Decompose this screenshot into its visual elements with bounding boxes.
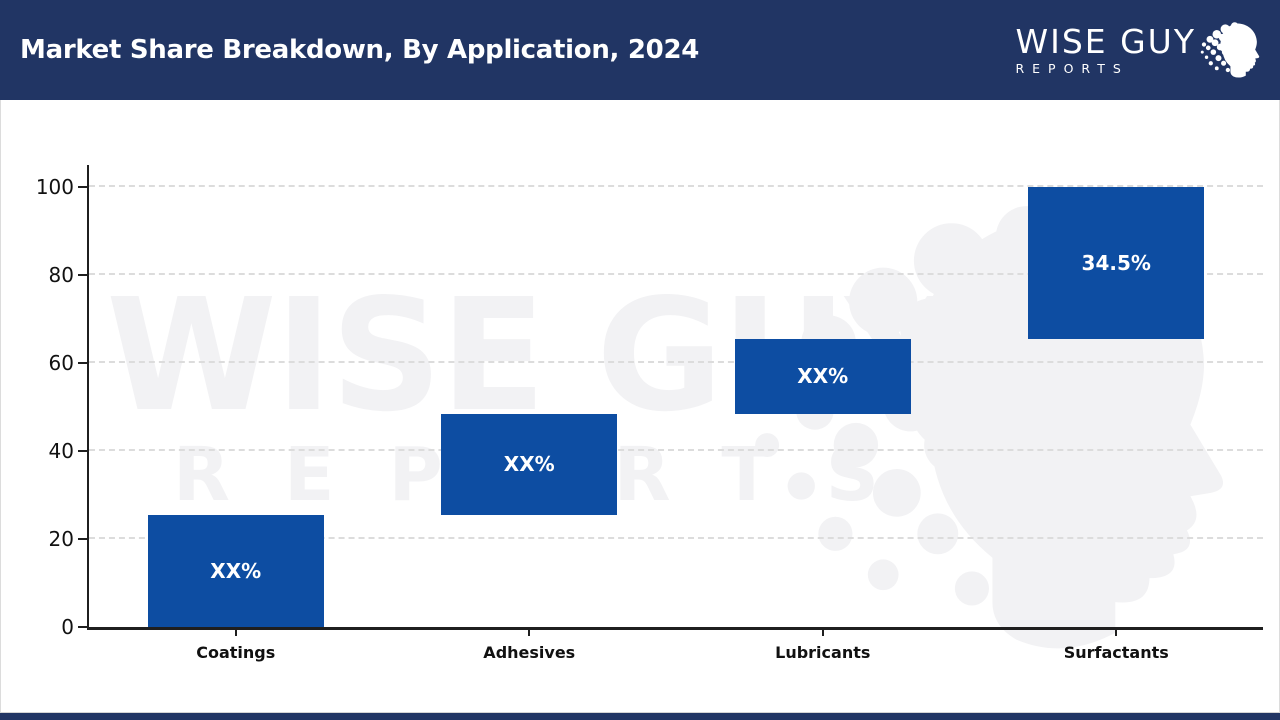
- bar-value-label: 34.5%: [1081, 250, 1151, 275]
- x-category-label: Lubricants: [775, 643, 871, 662]
- x-tick-mark: [1115, 627, 1118, 636]
- x-axis-spine: [87, 627, 1263, 630]
- logo-text: WISE GUY REPORTS: [1015, 25, 1196, 76]
- header-bar: Market Share Breakdown, By Application, …: [0, 0, 1280, 100]
- x-tick-mark: [528, 627, 531, 636]
- x-tick-mark: [234, 627, 237, 636]
- y-tick-mark: [78, 274, 87, 276]
- bar-surfactants: 34.5%: [1028, 187, 1205, 339]
- bar-value-label: XX%: [797, 364, 849, 389]
- wiseguy-logo: WISE GUY REPORTS: [1015, 22, 1262, 78]
- y-tick-label: 60: [48, 351, 74, 375]
- gridline: [89, 185, 1263, 187]
- x-category-label: Coatings: [196, 643, 276, 662]
- y-tick-label: 20: [48, 527, 74, 551]
- y-tick-label: 100: [35, 175, 74, 199]
- x-tick-mark: [821, 627, 824, 636]
- logo-name-text: WISE GUY: [1015, 21, 1196, 61]
- x-category-label: Surfactants: [1063, 643, 1169, 662]
- bar-value-label: XX%: [210, 558, 262, 583]
- bar-adhesives: XX%: [441, 413, 618, 515]
- gridline: [89, 449, 1263, 451]
- chart-plot-region: WISE GUY REPORTS 020406080100XX%Coatings…: [0, 100, 1280, 713]
- logo-sub-text: REPORTS: [1015, 60, 1129, 76]
- bar-lubricants: XX%: [734, 338, 911, 414]
- plot-area: 0 20 40 60 80 100 XX% Coatings XX% Adhesives XX% Lu…: [36, 165, 1263, 662]
- gridline: [89, 537, 1263, 539]
- y-tick-mark: [78, 186, 87, 188]
- x-category-label: Adhesives: [483, 643, 576, 662]
- gridline: [89, 273, 1263, 275]
- y-tick-mark: [78, 626, 87, 628]
- chart-title: Market Share Breakdown, By Application, …: [20, 35, 700, 65]
- bar-value-label: XX%: [503, 452, 555, 477]
- logo-face-icon: [1198, 22, 1262, 78]
- y-axis-spine: [87, 165, 89, 627]
- y-tick-mark: [78, 450, 87, 452]
- y-tick-label: 80: [48, 263, 74, 287]
- bar-coatings: XX%: [147, 514, 324, 627]
- y-tick-mark: [78, 362, 87, 365]
- y-tick-label: 40: [48, 439, 74, 463]
- y-tick-mark: [78, 538, 87, 540]
- footer-bar: [0, 713, 1280, 720]
- gridline: [89, 361, 1263, 363]
- y-tick-label: 0: [61, 615, 74, 639]
